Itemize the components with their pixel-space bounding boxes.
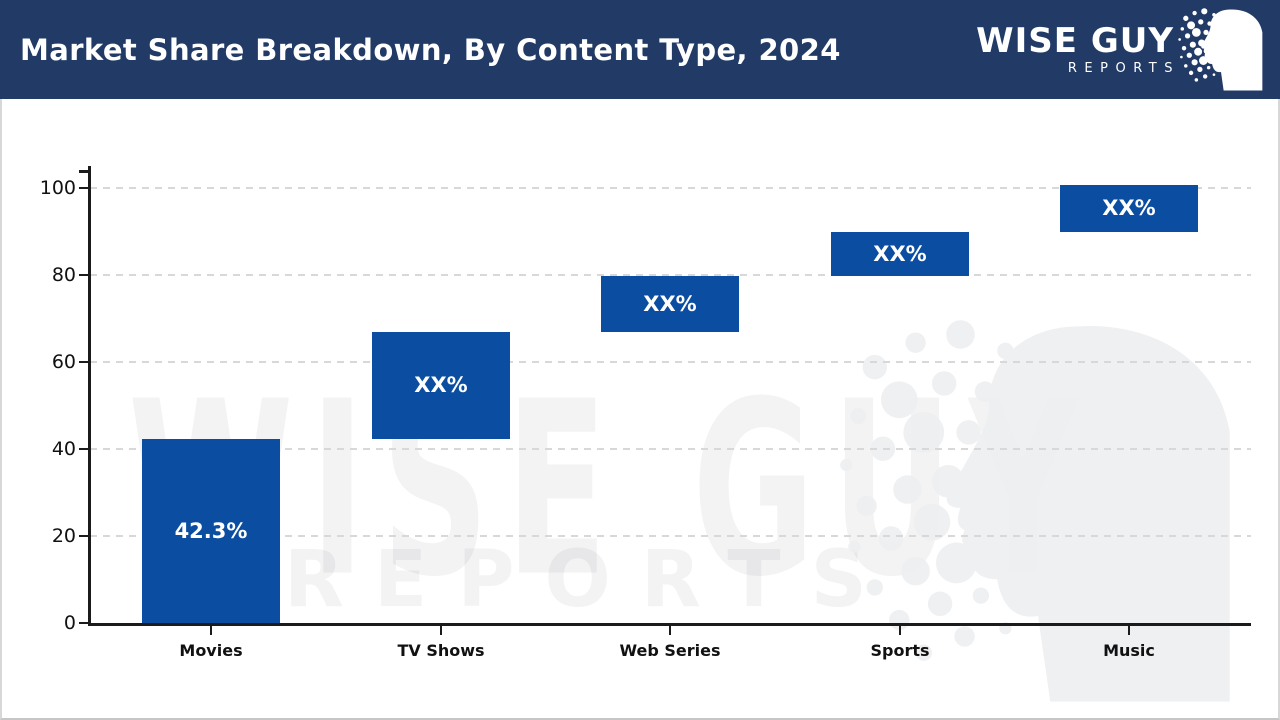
bar-label-web-series: XX% <box>643 291 697 316</box>
y-axis-top-tick <box>79 170 88 173</box>
bar-sports <box>831 231 969 276</box>
y-tick-label-0: 0 <box>63 612 76 634</box>
gridline-60 <box>90 361 1251 363</box>
logo-wordmark: WISE GUY <box>976 21 1174 61</box>
bar-label-movies: 42.3% <box>174 518 248 543</box>
y-tick-20 <box>79 534 88 538</box>
x-tick-web-series <box>668 626 672 635</box>
header-bar: Market Share Breakdown, By Content Type,… <box>0 0 1280 99</box>
y-tick-60 <box>79 360 88 364</box>
chart-title: Market Share Breakdown, By Content Type,… <box>20 32 841 67</box>
x-tick-sports <box>898 626 902 635</box>
x-tick-label-music: Music <box>1103 641 1155 660</box>
x-tick-movies <box>209 626 213 635</box>
y-tick-40 <box>79 447 88 451</box>
x-tick-label-movies: Movies <box>179 641 243 660</box>
y-tick-80 <box>79 273 88 277</box>
bar-label-tv-shows: XX% <box>414 373 468 398</box>
gridline-80 <box>90 274 1251 276</box>
y-tick-label-80: 80 <box>51 264 76 286</box>
y-tick-label-20: 20 <box>51 525 76 547</box>
wiseguy-logo: WISE GUY REPORTS <box>976 6 1266 94</box>
y-tick-0 <box>79 621 88 625</box>
x-tick-label-tv-shows: TV Shows <box>397 641 485 660</box>
x-tick-label-sports: Sports <box>870 641 930 660</box>
x-tick-music <box>1127 626 1131 635</box>
bar-tv-shows <box>372 331 510 439</box>
bar-music <box>1060 184 1198 232</box>
x-tick-label-web-series: Web Series <box>619 641 721 660</box>
y-tick-label-60: 60 <box>51 351 76 373</box>
bar-web-series <box>601 275 739 332</box>
gridline-100 <box>90 187 1251 189</box>
x-axis-line <box>87 623 1251 626</box>
bar-movies <box>142 438 280 623</box>
logo-text: WISE GUY REPORTS <box>976 24 1174 75</box>
y-tick-label-40: 40 <box>51 438 76 460</box>
y-tick-label-100: 100 <box>39 177 76 199</box>
bar-label-music: XX% <box>1102 196 1156 221</box>
x-tick-tv-shows <box>439 626 443 635</box>
gridline-20 <box>90 535 1251 537</box>
logo-subtitle: REPORTS <box>1067 61 1180 76</box>
bar-label-sports: XX% <box>873 241 927 266</box>
gridline-40 <box>90 448 1251 450</box>
y-axis-line <box>87 166 91 626</box>
y-tick-100 <box>79 186 88 190</box>
